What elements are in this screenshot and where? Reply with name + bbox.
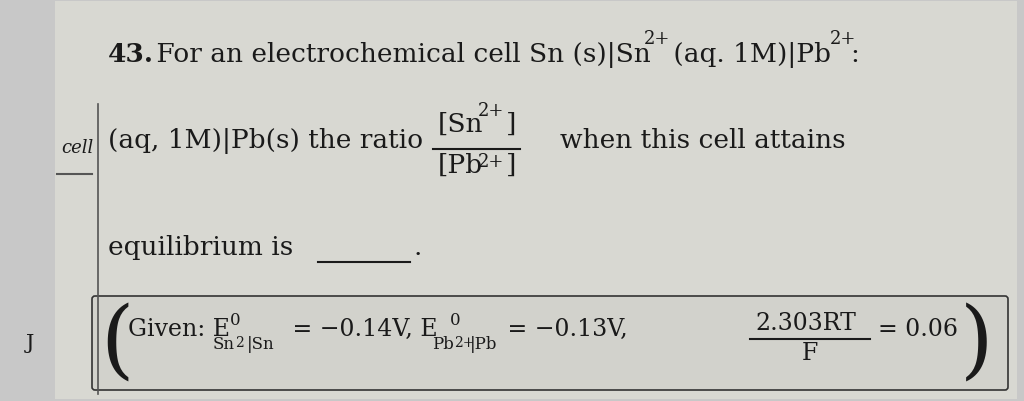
- Text: cell: cell: [60, 139, 93, 157]
- Text: .: .: [414, 235, 422, 259]
- Text: 2+: 2+: [454, 335, 474, 349]
- Text: :: :: [850, 42, 859, 67]
- Text: 2.303RT: 2.303RT: [755, 311, 856, 334]
- Text: ]: ]: [506, 112, 516, 137]
- Text: 2: 2: [234, 335, 244, 349]
- Text: 2+: 2+: [644, 30, 671, 48]
- Text: 0: 0: [230, 311, 241, 328]
- Text: 2+: 2+: [478, 153, 505, 170]
- Text: = −0.14V, E: = −0.14V, E: [285, 317, 437, 340]
- Text: 0: 0: [450, 311, 461, 328]
- Text: = −0.13V,: = −0.13V,: [500, 317, 628, 340]
- Text: F: F: [802, 341, 818, 364]
- Text: 2+: 2+: [478, 102, 505, 120]
- Text: ]: ]: [506, 153, 516, 178]
- Text: Sn: Sn: [213, 335, 234, 352]
- Text: (aq, 1M)|Pb(s) the ratio: (aq, 1M)|Pb(s) the ratio: [108, 128, 423, 154]
- Text: = 0.06: = 0.06: [878, 317, 958, 340]
- Text: (aq. 1M)|Pb: (aq. 1M)|Pb: [665, 42, 831, 68]
- FancyBboxPatch shape: [55, 2, 1017, 399]
- Text: |Pb: |Pb: [470, 335, 498, 352]
- Text: Pb: Pb: [432, 335, 454, 352]
- Text: equilibrium is: equilibrium is: [108, 235, 293, 259]
- Text: [Pb: [Pb: [438, 153, 483, 178]
- Text: when this cell attains: when this cell attains: [560, 128, 846, 153]
- Text: [Sn: [Sn: [438, 112, 483, 137]
- Text: (: (: [100, 302, 133, 385]
- Text: For an electrochemical cell Sn (s)|Sn: For an electrochemical cell Sn (s)|Sn: [148, 42, 650, 68]
- Text: Given: E: Given: E: [128, 317, 230, 340]
- Text: J: J: [26, 334, 34, 352]
- Text: 43.: 43.: [108, 42, 154, 67]
- Text: 2+: 2+: [830, 30, 856, 48]
- Text: |Sn: |Sn: [247, 335, 274, 352]
- Text: ): ): [959, 302, 993, 385]
- FancyBboxPatch shape: [92, 296, 1008, 390]
